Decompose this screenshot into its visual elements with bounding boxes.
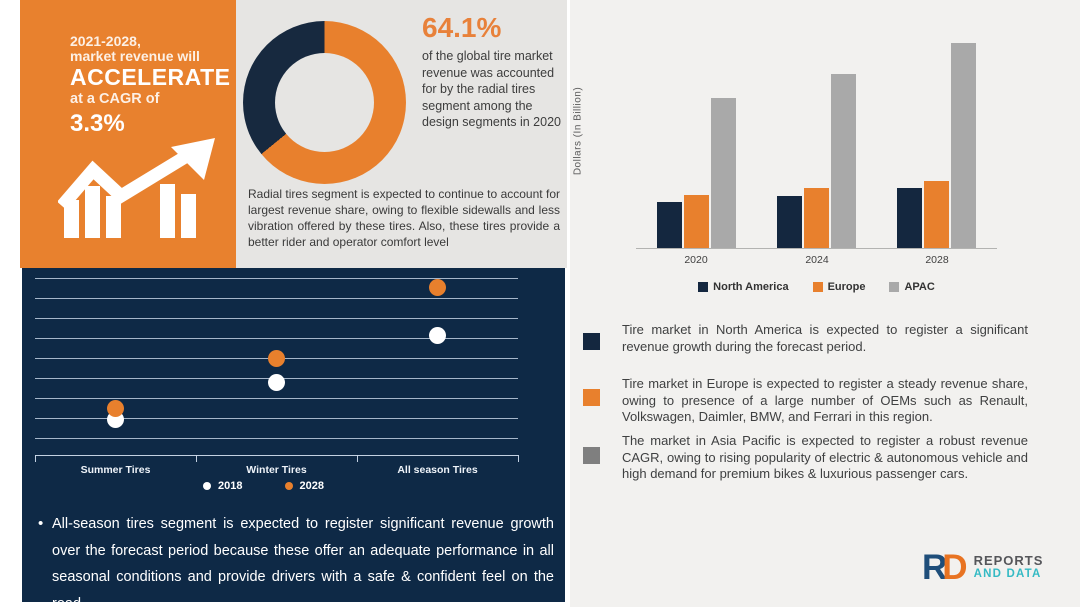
- category-label-winter-tires: Winter Tires: [246, 464, 307, 476]
- dot-2028-summer-tires: [107, 400, 124, 417]
- legend-swatch-apac: [889, 282, 900, 292]
- promo-cagr-label: at a CAGR of: [70, 91, 160, 107]
- bar-x-label-2020: 2020: [684, 254, 708, 266]
- dot-2018-winter-tires: [268, 374, 285, 391]
- bar-chart: [636, 39, 997, 249]
- logo-mark-icon: R D: [922, 550, 968, 585]
- logo-reports-text: REPORTS: [973, 553, 1044, 568]
- logo-letter-r: R: [922, 548, 948, 587]
- legend-swatch-europe: [812, 282, 823, 292]
- growth-arrow-icon: [58, 138, 215, 238]
- donut-panel: 64.1% of the global tire market revenue …: [236, 0, 567, 268]
- gridline: [35, 298, 518, 299]
- category-label-summer-tires: Summer Tires: [80, 464, 151, 476]
- dot-plot-legend: 2018 2028: [22, 480, 505, 492]
- axis-tick: [35, 455, 36, 462]
- logo-anddata-text: AND DATA: [973, 568, 1042, 580]
- note-text: All-season tires segment is expected to …: [52, 516, 554, 607]
- bullet-text-2: The market in Asia Pacific is expected t…: [622, 433, 1028, 481]
- legend-label-europe: Europe: [827, 281, 866, 293]
- axis-tick: [196, 455, 197, 462]
- axis-tick: [518, 455, 519, 462]
- gridline: [35, 338, 518, 339]
- legend-label-2028: 2028: [299, 480, 324, 492]
- legend-dot-2028: [284, 482, 293, 490]
- bullet-square-1: [583, 389, 600, 406]
- promo-years: 2021-2028,: [70, 33, 141, 49]
- bullet-text-0: Tire market in North America is expected…: [622, 322, 1028, 354]
- reports-and-data-logo: R D REPORTS AND DATA: [922, 550, 1043, 585]
- note-bullet: •: [38, 515, 44, 532]
- bar-north-america-2028: [897, 188, 922, 248]
- bar-x-label-2028: 2028: [925, 254, 949, 266]
- bullet-square-0: [583, 333, 600, 350]
- legend-label-apac: APAC: [904, 281, 935, 293]
- bullet-text-1: Tire market in Europe is expected to reg…: [622, 376, 1028, 424]
- dot-plot: Summer Tires Winter Tires All season Tires: [35, 268, 519, 476]
- bar-chart-y-axis-label: Dollars (In Billion): [572, 86, 584, 176]
- dot-plot-panel: Summer Tires Winter Tires All season Tires…: [22, 268, 565, 607]
- legend-item-2018: 2018: [203, 480, 243, 492]
- legend-label-north-america: North America: [713, 281, 789, 293]
- all-season-note: • All-season tires segment is expected t…: [38, 511, 554, 607]
- radial-tires-paragraph: Radial tires segment is expected to cont…: [248, 187, 560, 249]
- bar-europe-2020: [684, 195, 709, 248]
- dot-2018-all-season-tires: [429, 327, 446, 344]
- axis-tick: [357, 455, 358, 462]
- legend-swatch-north-america: [698, 282, 709, 292]
- promo-subtitle: market revenue will: [70, 48, 200, 64]
- promo-panel: 2021-2028, market revenue will ACCELERAT…: [20, 0, 236, 268]
- dot-2028-all-season-tires: [429, 279, 446, 296]
- donut-stat-value: 64.1%: [422, 12, 502, 43]
- legend-label-2018: 2018: [218, 480, 243, 492]
- dot-2028-winter-tires: [268, 350, 285, 367]
- promo-accelerate: ACCELERATE: [70, 64, 231, 90]
- bar-apac-2024: [831, 74, 856, 248]
- promo-cagr-value: 3.3%: [70, 110, 125, 137]
- promo-text: 2021-2028, market revenue will ACCELERAT…: [70, 33, 231, 138]
- legend-item-europe: Europe: [812, 281, 866, 293]
- gridline: [35, 278, 518, 279]
- legend-dot-2018: [203, 482, 212, 490]
- donut-stat-description: of the global tire market revenue was ac…: [422, 49, 561, 129]
- logo-letter-d: D: [942, 548, 968, 587]
- legend-item-apac: APAC: [889, 281, 935, 293]
- gridline: [35, 418, 518, 419]
- legend-item-north-america: North America: [698, 281, 789, 293]
- bar-apac-2028: [951, 43, 976, 248]
- bar-x-label-2024: 2024: [805, 254, 829, 266]
- donut-chart: [243, 21, 406, 184]
- category-label-all-season-tires: All season Tires: [397, 464, 478, 476]
- bar-apac-2020: [711, 98, 736, 248]
- bullet-square-2: [583, 447, 600, 464]
- bar-europe-2028: [924, 181, 949, 248]
- gridline: [35, 398, 518, 399]
- right-panel: Dollars (In Billion) 2020 2024 2028 North …: [570, 0, 1080, 607]
- donut-hole: [275, 53, 374, 152]
- legend-item-2028: 2028: [284, 480, 324, 492]
- bar-north-america-2020: [657, 202, 682, 248]
- dot-plot-x-axis: [35, 455, 518, 456]
- bar-chart-legend: North America Europe APAC: [636, 281, 997, 293]
- logo-wordmark: REPORTS AND DATA: [974, 554, 1044, 581]
- bar-north-america-2024: [777, 196, 802, 248]
- gridline: [35, 438, 518, 439]
- gridline: [35, 318, 518, 319]
- bar-europe-2024: [804, 188, 829, 248]
